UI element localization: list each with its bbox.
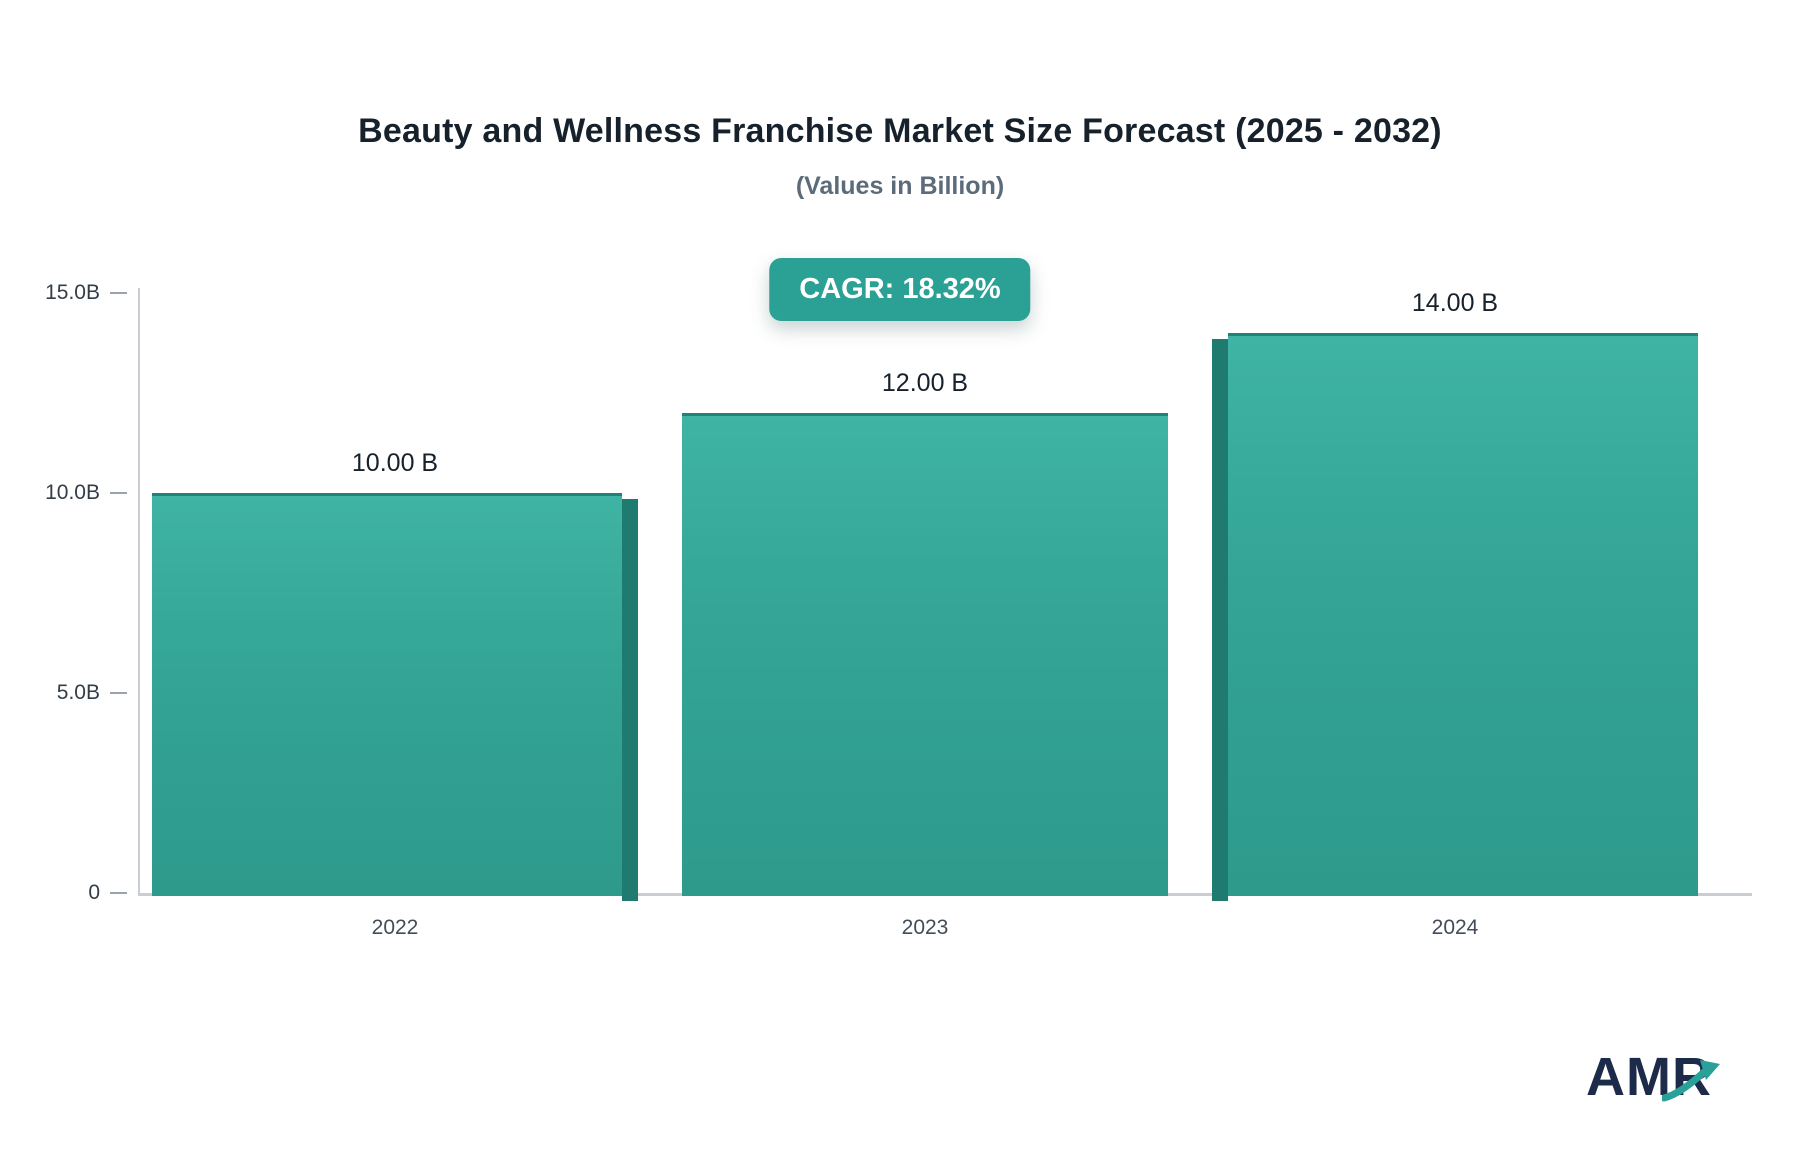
bar — [1228, 333, 1698, 896]
y-axis-tick-label: 15.0B — [45, 281, 100, 304]
amr-logo: AMR — [1586, 1046, 1720, 1108]
y-axis-tick-label: 10.0B — [45, 481, 100, 504]
bar-value-label: 14.00 B — [1411, 289, 1499, 317]
amr-logo-text: AMR — [1586, 1047, 1712, 1107]
y-axis-tick-mark — [110, 692, 127, 694]
y-axis-tick-mark — [110, 492, 127, 494]
bar-value-label: 10.00 B — [351, 449, 439, 477]
bar-depth-side — [622, 499, 638, 901]
y-axis-line — [138, 288, 140, 896]
bar — [152, 493, 622, 896]
chart-title: Beauty and Wellness Franchise Market Siz… — [358, 112, 1442, 150]
y-axis-tick-label: 5.0B — [56, 681, 100, 704]
chart-subtitle: (Values in Billion) — [795, 172, 1005, 200]
y-axis-tick-label: 0 — [88, 881, 100, 904]
y-axis-tick-mark — [110, 892, 127, 894]
x-axis-label: 2024 — [1431, 916, 1479, 939]
bar-value-label: 12.00 B — [881, 369, 969, 397]
bar-depth-side — [1212, 339, 1228, 901]
x-axis-label: 2023 — [901, 916, 949, 939]
y-axis-tick-mark — [110, 292, 127, 294]
bar — [682, 413, 1168, 896]
x-axis-label: 2022 — [371, 916, 419, 939]
amr-logo-arrow-icon — [1662, 1060, 1720, 1102]
cagr-badge: CAGR: 18.32% — [769, 258, 1031, 321]
